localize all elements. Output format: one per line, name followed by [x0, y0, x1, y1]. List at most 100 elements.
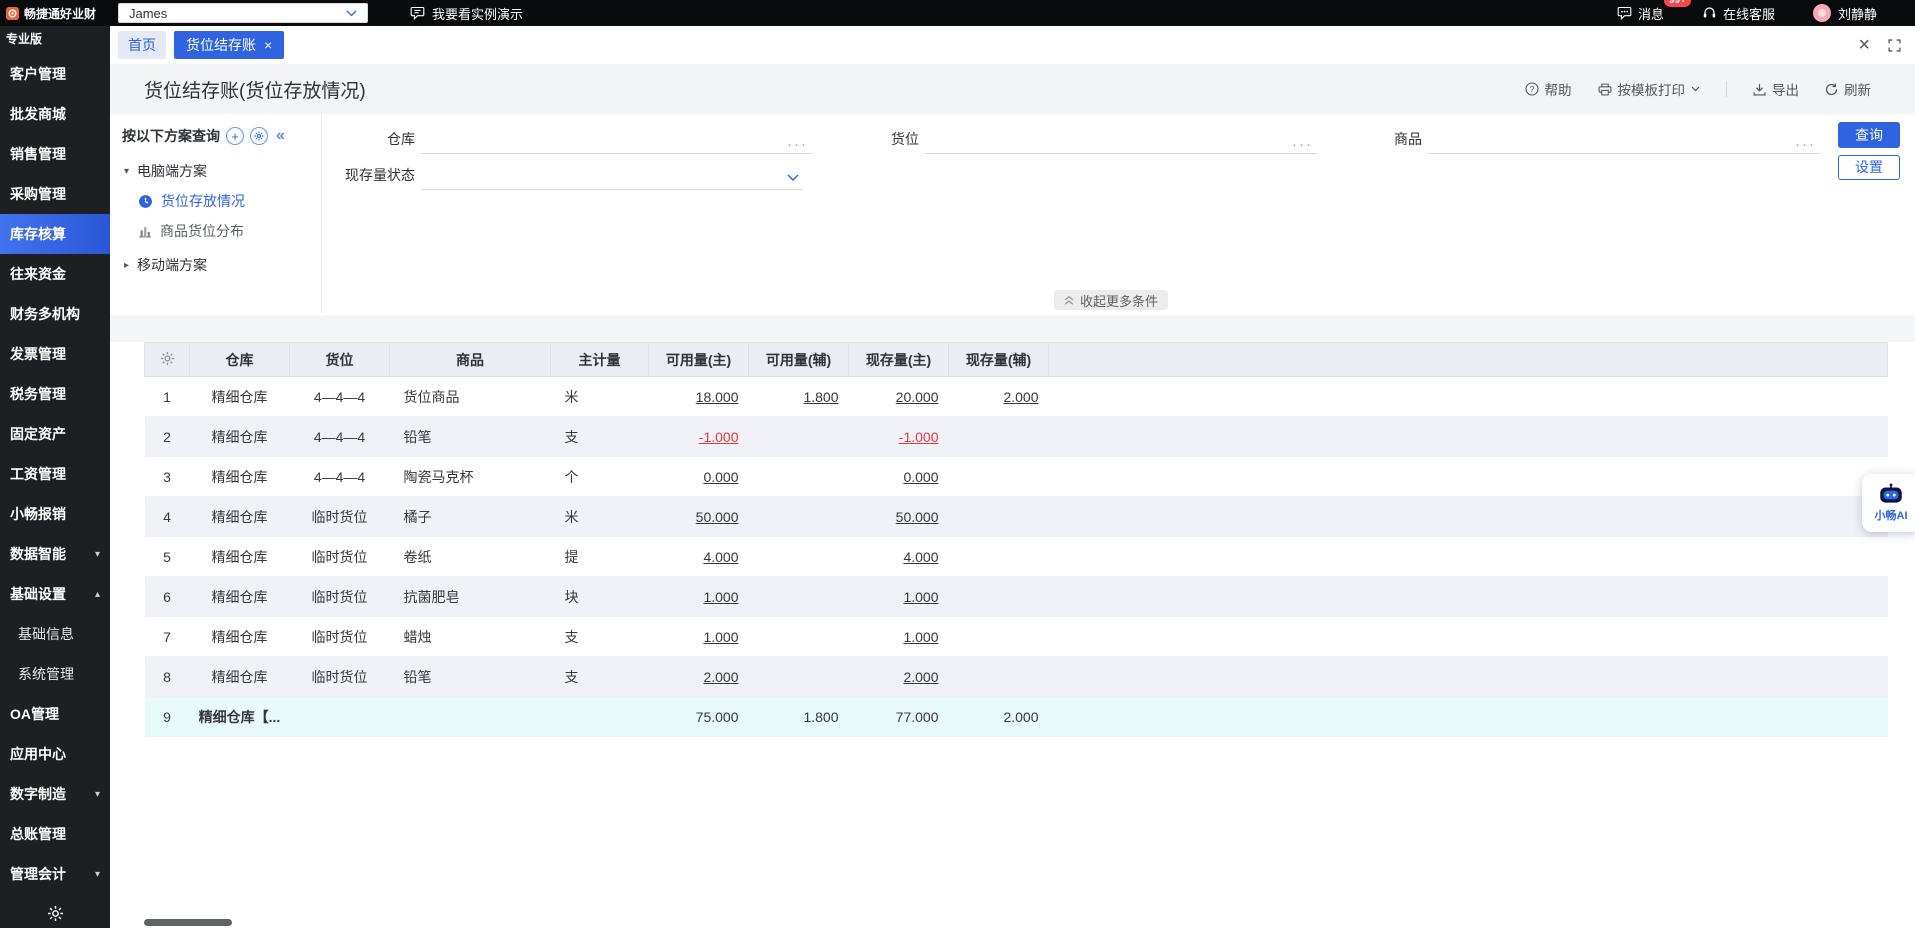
tab-home[interactable]: 首页 [118, 31, 166, 59]
product-input[interactable]: ··· [1428, 128, 1820, 154]
col-header-onhand-main[interactable]: 现存量(主) [848, 342, 949, 377]
col-header-onhand-aux[interactable]: 现存量(辅) [948, 342, 1049, 377]
table-row[interactable]: 1 精细仓库 4—4—4 货位商品米 18.000 1.800 20.000 2.000 [144, 376, 1888, 417]
col-header-unit[interactable]: 主计量 [550, 342, 649, 377]
stock-status-select[interactable] [421, 164, 803, 190]
ai-assistant-widget[interactable]: 小畅AI [1862, 474, 1915, 532]
scheme-settings-button[interactable] [250, 127, 268, 145]
chevron-down-icon: ▾ [94, 868, 100, 880]
qty-link[interactable]: 50.000 [695, 508, 739, 525]
warehouse-input[interactable]: ··· [421, 128, 812, 154]
sidebar-item[interactable]: 销售管理 [0, 134, 110, 174]
scheme-panel: 按以下方案查询 + « ▾ 电脑端方案 货位存放情况 商品货位分布 ▸ [122, 114, 322, 314]
divider [1726, 81, 1727, 97]
qty-link[interactable]: -1.000 [898, 428, 939, 445]
sidebar-item[interactable]: 税务管理 [0, 374, 110, 414]
collapse-panel-icon[interactable]: « [276, 127, 285, 144]
qty-link[interactable]: 50.000 [895, 508, 939, 525]
scheme-item-product-distribution[interactable]: 商品货位分布 [122, 222, 321, 240]
qty-link[interactable]: 0.000 [903, 468, 939, 485]
export-button[interactable]: 导出 [1753, 79, 1799, 99]
settings-button[interactable]: 设置 [1838, 155, 1900, 180]
scheme-item-location-status[interactable]: 货位存放情况 [122, 192, 321, 210]
user-menu[interactable]: 刘静静 [1812, 4, 1877, 23]
sidebar-item[interactable]: 数字制造 ▾ [0, 774, 110, 814]
tab-label: 货位结存账 [186, 37, 256, 53]
qty-link[interactable]: 1.000 [903, 628, 939, 645]
cell-available-aux: 1.800 [748, 376, 849, 417]
sidebar-item[interactable]: 系统管理 [0, 654, 110, 694]
sidebar-item[interactable]: 采购管理 [0, 174, 110, 214]
cell-product: 陶瓷马克杯 [389, 456, 551, 497]
qty-link[interactable]: 18.000 [695, 388, 739, 405]
tab-location-balance[interactable]: 货位结存账 × [174, 31, 285, 59]
table-row[interactable]: 8 精细仓库 临时货位 铅笔支 2.000 2.000 [144, 656, 1888, 697]
qty-link[interactable]: 1.800 [803, 388, 839, 405]
qty-link[interactable]: 1.000 [903, 588, 939, 605]
sidebar-item[interactable]: 财务多机构 [0, 294, 110, 334]
sidebar-item[interactable]: 数据智能 ▾ [0, 534, 110, 574]
sidebar-item[interactable]: 往来资金 [0, 254, 110, 294]
qty-link[interactable]: 2.000 [703, 668, 739, 685]
qty-link[interactable]: 4.000 [903, 548, 939, 565]
tab-close-icon[interactable]: × [264, 37, 273, 53]
qty-link: 75.000 [695, 708, 739, 725]
help-button[interactable]: ? 帮助 [1524, 79, 1572, 99]
lookup-ellipsis-icon[interactable]: ··· [787, 136, 808, 153]
sidebar-item[interactable]: 总账管理 [0, 814, 110, 854]
fullscreen-icon[interactable] [1888, 38, 1901, 52]
qty-link[interactable]: 4.000 [703, 548, 739, 565]
col-header-product[interactable]: 商品 [389, 342, 551, 377]
sidebar-item[interactable]: 基础设置 ▴ [0, 574, 110, 614]
messages-button[interactable]: 消息 99+ [1617, 0, 1691, 23]
collapse-conditions-button[interactable]: 收起更多条件 [1054, 290, 1169, 310]
qty-link[interactable]: 2.000 [903, 668, 939, 685]
grid-settings-header[interactable] [144, 342, 190, 377]
support-button[interactable]: 在线客服 [1702, 4, 1775, 23]
sidebar-item[interactable]: 小畅报销 [0, 494, 110, 534]
horizontal-scrollbar-thumb[interactable] [144, 919, 232, 926]
qty-link[interactable]: 0.000 [703, 468, 739, 485]
demo-link[interactable]: 我要看实例演示 [410, 4, 523, 23]
location-input[interactable]: ··· [925, 128, 1317, 154]
qty-link[interactable]: 1.000 [703, 628, 739, 645]
col-header-warehouse[interactable]: 仓库 [189, 342, 290, 377]
sidebar-settings-button[interactable] [0, 905, 110, 922]
qty-link[interactable]: 1.000 [703, 588, 739, 605]
sidebar-item[interactable]: 发票管理 [0, 334, 110, 374]
sidebar-item-label: 系统管理 [18, 666, 74, 682]
add-scheme-button[interactable]: + [226, 127, 244, 145]
refresh-button[interactable]: 刷新 [1825, 79, 1871, 99]
col-header-available-aux[interactable]: 可用量(辅) [748, 342, 849, 377]
table-body: 1 精细仓库 4—4—4 货位商品米 18.000 1.800 20.000 2.000 2 精细… [144, 376, 1888, 737]
col-header-location[interactable]: 货位 [289, 342, 390, 377]
table-row[interactable]: 3 精细仓库 4—4—4 陶瓷马克杯个 0.000 0.000 [144, 456, 1888, 497]
print-button[interactable]: 按模板打印 [1598, 79, 1701, 99]
table-row[interactable]: 4 精细仓库 临时货位 橘子米 50.000 50.000 [144, 496, 1888, 537]
sidebar-item[interactable]: 客户管理 [0, 54, 110, 94]
table-total-row[interactable]: 9 精细仓库【... 75.000 1.800 77.000 2.000 [144, 696, 1888, 737]
sidebar-item[interactable]: 基础信息 [0, 614, 110, 654]
table-row[interactable]: 2 精细仓库 4—4—4 铅笔支 -1.000 -1.000 [144, 416, 1888, 457]
lookup-ellipsis-icon[interactable]: ··· [1795, 136, 1816, 153]
qty-link[interactable]: 20.000 [895, 388, 939, 405]
col-header-available-main[interactable]: 可用量(主) [648, 342, 749, 377]
sidebar-item[interactable]: 应用中心 [0, 734, 110, 774]
table-row[interactable]: 7 精细仓库 临时货位 蜡烛支 1.000 1.000 [144, 616, 1888, 657]
user-dropdown[interactable]: James [118, 3, 368, 23]
sidebar-item[interactable]: 库存核算 [0, 214, 110, 254]
table-row[interactable]: 6 精细仓库 临时货位 抗菌肥皂块 1.000 1.000 [144, 576, 1888, 617]
sidebar-item[interactable]: 批发商城 [0, 94, 110, 134]
scheme-group-pc[interactable]: ▾ 电脑端方案 [122, 162, 321, 180]
sidebar-item[interactable]: 固定资产 [0, 414, 110, 454]
query-button[interactable]: 查询 [1838, 122, 1900, 148]
table-row[interactable]: 5 精细仓库 临时货位 卷纸提 4.000 4.000 [144, 536, 1888, 577]
scheme-group-mobile[interactable]: ▸ 移动端方案 [122, 256, 321, 274]
qty-link[interactable]: -1.000 [698, 428, 739, 445]
qty-link[interactable]: 2.000 [1003, 388, 1039, 405]
sidebar-item[interactable]: 管理会计 ▾ [0, 854, 110, 894]
sidebar-item[interactable]: 工资管理 [0, 454, 110, 494]
close-icon[interactable]: × [1858, 34, 1870, 56]
lookup-ellipsis-icon[interactable]: ··· [1292, 136, 1313, 153]
sidebar-item[interactable]: OA管理 [0, 694, 110, 734]
